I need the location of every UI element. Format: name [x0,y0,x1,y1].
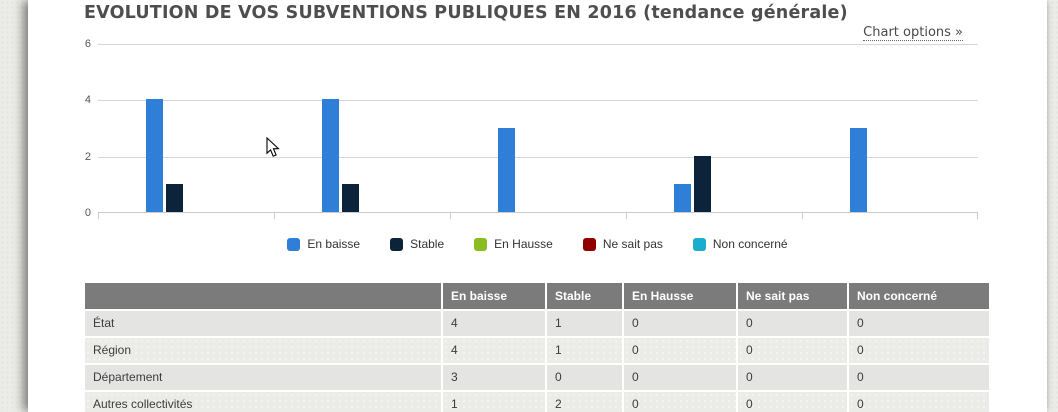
table-cell-value: 2 [547,392,622,412]
chart-legend: En baisse Stable En Hausse Ne sait pas Non c… [28,237,1047,251]
legend-label: Non concerné [712,237,788,251]
table-cell-value: 0 [624,311,736,336]
table-cell-value: 0 [624,365,736,390]
legend-label: En Hausse [494,237,553,251]
table-cell-value: 1 [547,338,622,363]
table-cell-value: 0 [738,392,847,412]
table-cell-value: 0 [849,338,989,363]
y-axis-label-2: 2 [84,150,91,163]
content-panel: EVOLUTION DE VOS SUBVENTIONS PUBLIQUES E… [28,0,1047,412]
table-row-label: État [85,311,441,336]
table-header-empty [85,283,441,309]
x-axis-tick [274,213,275,219]
table-cell-value: 0 [624,392,736,412]
table-header-stable: Stable [547,283,622,309]
table-cell-value: 4 [443,311,545,336]
x-axis-tick [626,213,627,219]
legend-swatch-icon [390,237,404,251]
table-cell-value: 0 [547,365,622,390]
bar-chart: 0 2 4 6 [85,38,978,219]
legend-item-stable[interactable]: Stable [390,237,444,251]
data-table: En baisse Stable En Hausse Ne sait pas Non c… [85,283,991,412]
y-axis-label-4: 4 [84,94,91,107]
bar-en-baisse-group2[interactable] [322,99,339,212]
table-header-ne-sait-pas: Ne sait pas [738,283,847,309]
table-header-non-concerné: Non concerné [849,283,989,309]
bar-stable-group4[interactable] [694,155,711,212]
chart-plot-area: 0 2 4 6 [85,38,978,219]
page-title: EVOLUTION DE VOS SUBVENTIONS PUBLIQUES E… [84,3,848,23]
table-cell-value: 1 [547,311,622,336]
y-gridline-2 [98,156,978,158]
legend-swatch-icon [582,237,596,251]
y-axis-label-6: 6 [84,38,91,50]
table-cell-value: 0 [849,365,989,390]
y-axis-label-0: 0 [84,207,91,219]
table-cell-value: 3 [443,365,545,390]
x-axis-tick [450,213,451,219]
table-cell-value: 0 [849,311,989,336]
bar-en-baisse-group1[interactable] [146,99,163,212]
table-row-label: Région [85,338,441,363]
bar-stable-group2[interactable] [342,183,359,212]
table-cell-value: 4 [443,338,545,363]
table-cell-value: 0 [738,338,847,363]
bar-en-baisse-group4[interactable] [674,183,691,212]
table-cell-value: 0 [738,311,847,336]
legend-label: Ne sait pas [602,237,663,251]
bar-en-baisse-group3[interactable] [498,127,515,212]
legend-item-en-hausse[interactable]: En Hausse [474,237,553,251]
table-header-en-baisse: En baisse [443,283,545,309]
legend-label: En baisse [307,237,361,251]
table-row-label: Autres collectivités [85,392,441,412]
legend-item-ne-sait-pas[interactable]: Ne sait pas [582,237,663,251]
table-cell-value: 0 [738,365,847,390]
table-row-label: Département [85,365,441,390]
table-cell-value: 0 [849,392,989,412]
bar-en-baisse-group5[interactable] [850,127,867,212]
legend-swatch-icon [287,237,301,251]
table-header-en-hausse: En Hausse [624,283,736,309]
table-cell-value: 0 [624,338,736,363]
y-gridline-4 [98,100,978,102]
legend-item-en-baisse[interactable]: En baisse [287,237,360,251]
legend-label: Stable [410,237,445,251]
legend-item-non-concerné[interactable]: Non concerné [692,237,788,251]
x-axis-tick [802,213,803,219]
chart-options-link[interactable]: Chart options » [863,25,963,41]
y-gridline-6 [98,44,978,45]
table-cell-value: 1 [443,392,545,412]
x-axis-tick [977,213,978,219]
legend-swatch-icon [692,237,706,251]
x-axis-tick [98,213,99,219]
bar-stable-group1[interactable] [166,183,183,212]
legend-swatch-icon [474,237,488,251]
